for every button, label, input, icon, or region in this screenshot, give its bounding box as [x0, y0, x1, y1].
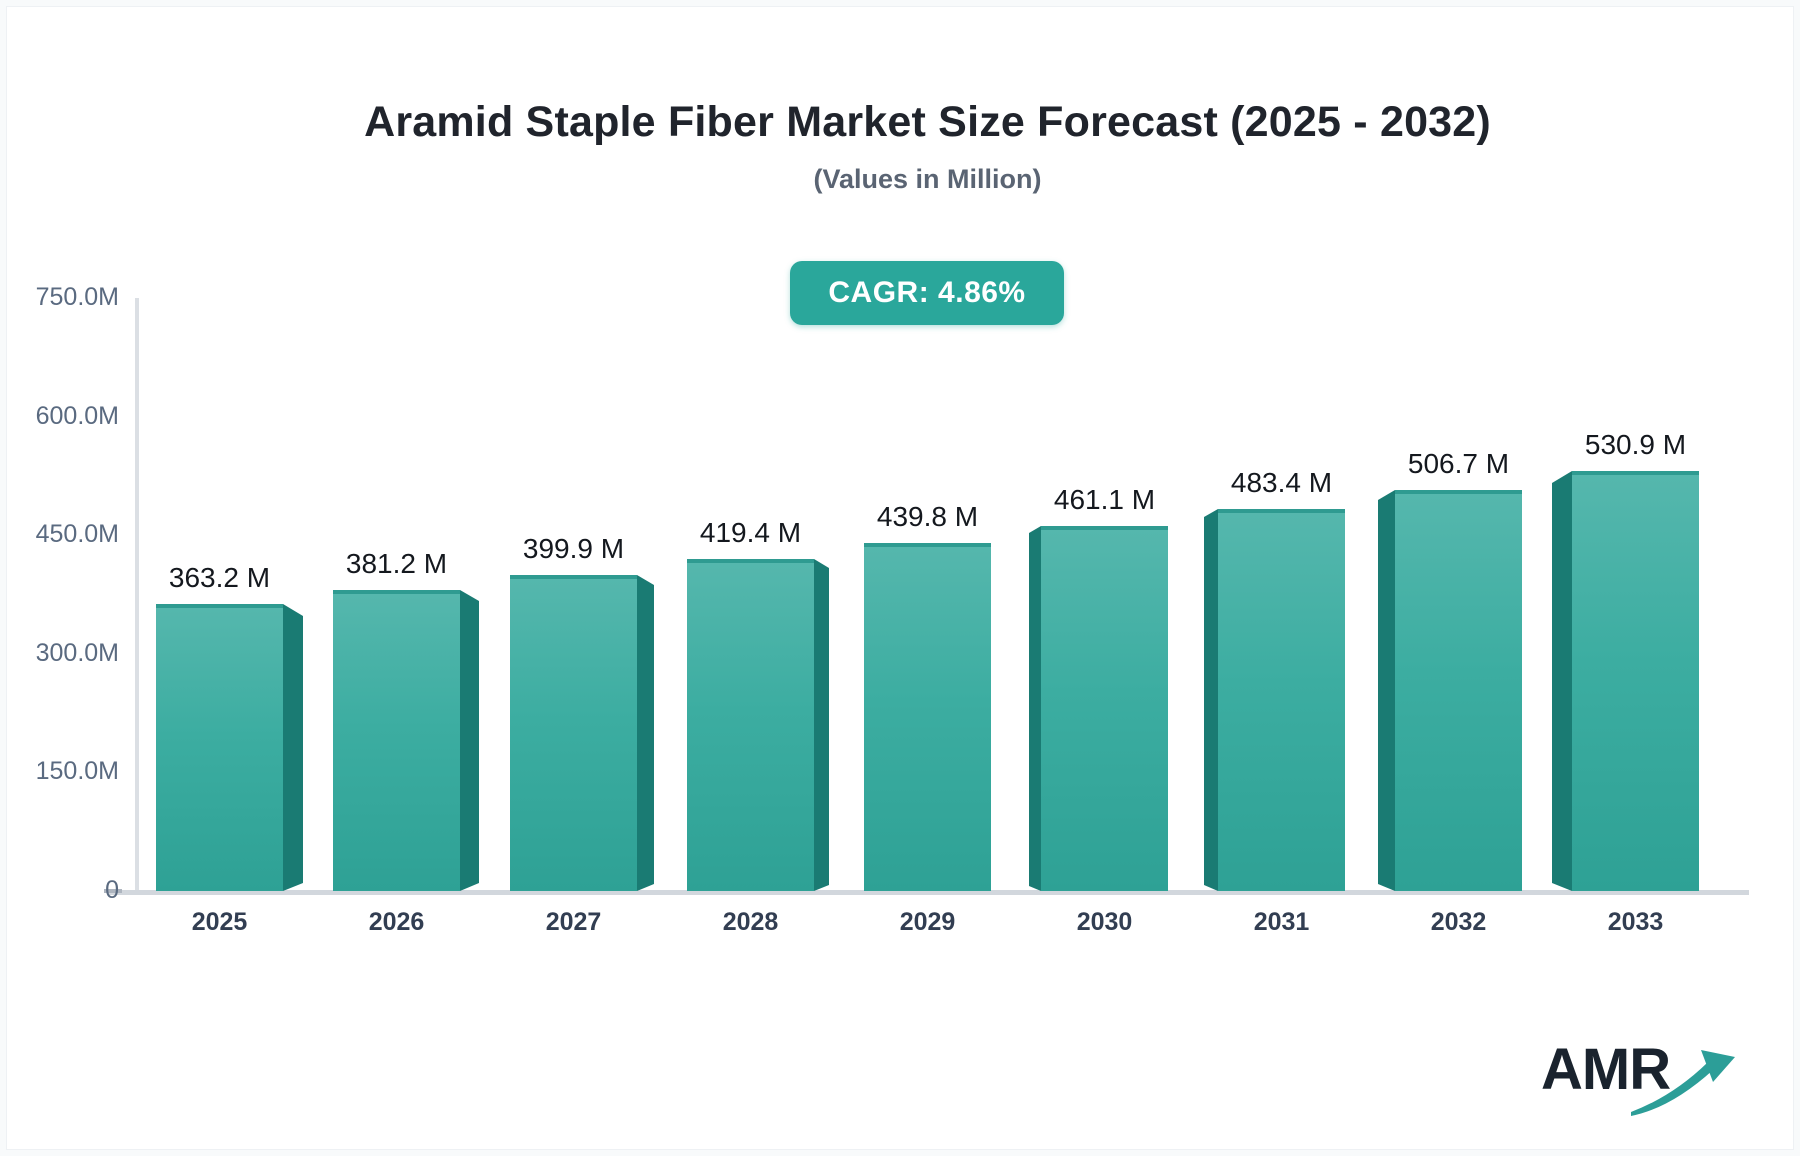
- bar-side-panel: [814, 559, 829, 891]
- x-tick-label-2030: 2030: [1076, 908, 1133, 936]
- bar-face: [156, 604, 283, 891]
- x-tick-label-2029: 2029: [899, 908, 956, 936]
- bar-face: [333, 590, 460, 891]
- bar-value-label: 461.1 M: [1053, 484, 1156, 515]
- x-tick-label-2026: 2026: [368, 908, 425, 936]
- brand-logo-text: AMR: [1541, 1037, 1671, 1102]
- x-tick-label-2033: 2033: [1607, 908, 1664, 936]
- bar-value-label: 419.4 M: [699, 517, 802, 548]
- bar-face: [864, 543, 991, 891]
- bar-2030[interactable]: [1029, 526, 1168, 891]
- bar-face: [1395, 490, 1522, 891]
- bar-side-panel: [637, 575, 654, 891]
- x-tick-label-2025: 2025: [191, 908, 248, 936]
- bar-2028[interactable]: [687, 559, 829, 891]
- bar-side-panel: [283, 604, 303, 891]
- y-tick-label: 0: [105, 876, 119, 904]
- x-axis-line: [109, 890, 1749, 895]
- bar-2031[interactable]: [1204, 509, 1345, 891]
- cagr-badge: CAGR: 4.86%: [790, 261, 1064, 325]
- bar-side-panel: [1204, 509, 1218, 891]
- bar-side-panel: [1378, 490, 1395, 891]
- brand-logo: AMR: [1541, 1036, 1735, 1126]
- bar-2032[interactable]: [1378, 490, 1522, 891]
- y-tick-label: 300.0M: [35, 638, 119, 667]
- bar-face: [1218, 509, 1345, 891]
- bar-face: [1041, 526, 1168, 891]
- bar-value-label: 483.4 M: [1230, 467, 1333, 498]
- trend-arrow-icon: [1631, 1050, 1735, 1116]
- bar-face: [687, 559, 814, 891]
- chart-subtitle: (Values in Million): [813, 164, 1042, 194]
- y-tick-label: 450.0M: [35, 520, 119, 549]
- bar-2029[interactable]: [864, 543, 991, 891]
- bar-side-panel: [1029, 526, 1041, 891]
- bar-2033[interactable]: [1552, 471, 1699, 891]
- x-tick-label-2032: 2032: [1430, 908, 1487, 936]
- y-axis-line: [135, 298, 139, 891]
- x-tick-label-2031: 2031: [1253, 908, 1310, 936]
- bar-face: [1572, 471, 1699, 891]
- chart-title: Aramid Staple Fiber Market Size Forecast…: [364, 98, 1491, 146]
- bar-2027[interactable]: [510, 575, 654, 891]
- bar-2026[interactable]: [333, 590, 479, 891]
- y-tick-label: 600.0M: [35, 401, 119, 430]
- bar-face: [510, 575, 637, 891]
- bar-value-label: 363.2 M: [168, 562, 271, 593]
- bar-value-label: 506.7 M: [1407, 448, 1510, 479]
- bar-value-label: 530.9 M: [1584, 429, 1687, 460]
- x-tick-label-2027: 2027: [545, 908, 602, 936]
- x-tick-label-2028: 2028: [722, 908, 779, 936]
- bar-value-label: 399.9 M: [522, 533, 625, 564]
- zero-tick-mark: [104, 889, 122, 893]
- y-tick-label: 150.0M: [35, 757, 119, 786]
- bar-value-label: 381.2 M: [345, 548, 448, 579]
- bar-side-panel: [1552, 471, 1572, 891]
- y-tick-label: 750.0M: [35, 283, 119, 311]
- bar-side-panel: [460, 590, 479, 891]
- bar-value-label: 439.8 M: [876, 501, 979, 532]
- bar-2025[interactable]: [156, 604, 303, 891]
